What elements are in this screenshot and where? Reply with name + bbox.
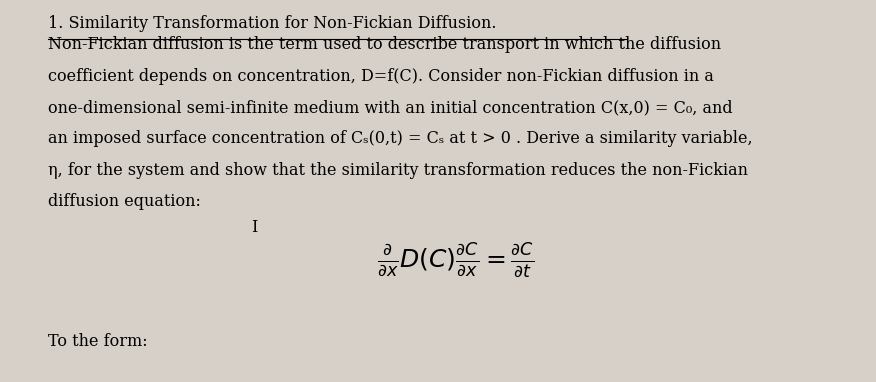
Text: one-dimensional semi-infinite medium with an initial concentration C(x,0) = C₀, : one-dimensional semi-infinite medium wit… [48,99,733,116]
Text: coefficient depends on concentration, D=f(C). Consider non-Fickian diffusion in : coefficient depends on concentration, D=… [48,68,714,85]
Text: $\frac{\partial}{\partial x}D(C)\frac{\partial C}{\partial x} = \frac{\partial C: $\frac{\partial}{\partial x}D(C)\frac{\p… [377,241,534,279]
Text: η, for the system and show that the similarity transformation reduces the non-Fi: η, for the system and show that the simi… [48,162,748,179]
Text: Non-Fickian diffusion is the term used to describe transport in which the diffus: Non-Fickian diffusion is the term used t… [48,36,721,53]
Text: To the form:: To the form: [48,333,148,350]
Text: an imposed surface concentration of Cₛ(0,t) = Cₛ at t > 0 . Derive a similarity : an imposed surface concentration of Cₛ(0… [48,130,752,147]
Text: I: I [251,219,258,236]
Text: diffusion equation:: diffusion equation: [48,193,201,210]
Text: 1. Similarity Transformation for Non-Fickian Diffusion.: 1. Similarity Transformation for Non-Fic… [48,15,497,32]
